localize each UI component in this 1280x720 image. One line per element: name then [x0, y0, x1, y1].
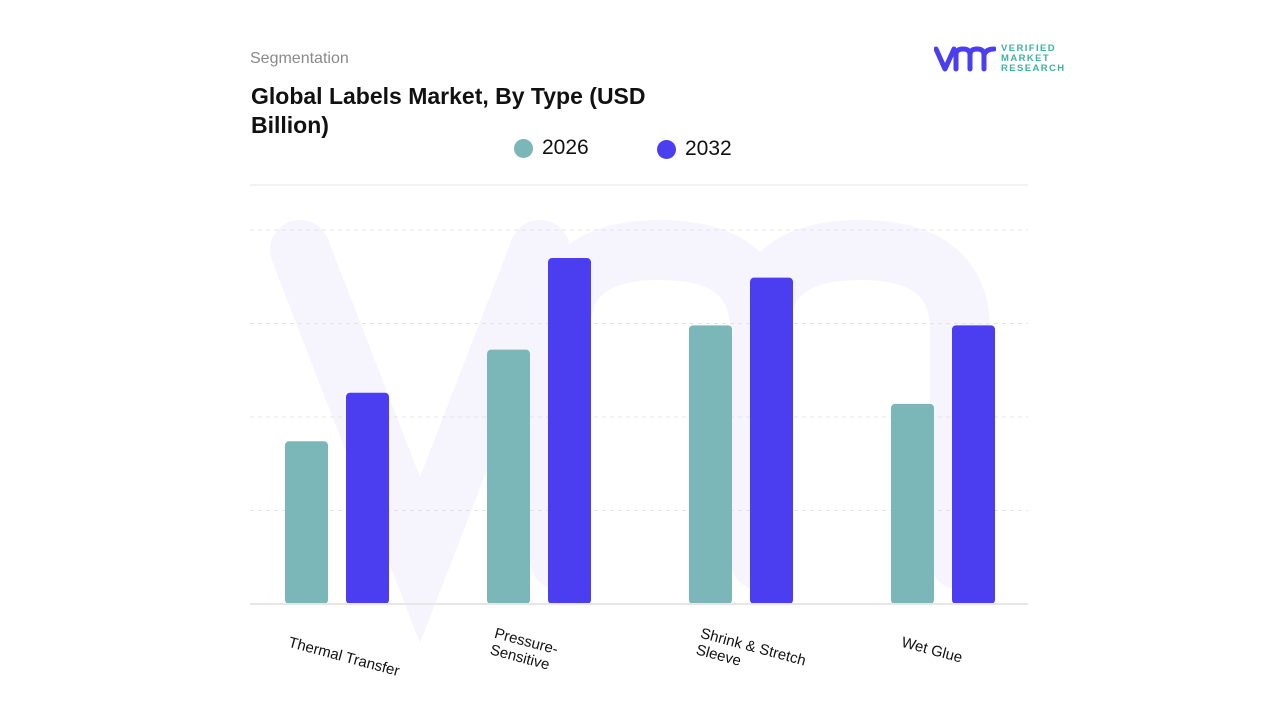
legend-label: 2032	[685, 137, 732, 160]
bar-2032-shrink-stretch-sleeve	[750, 277, 793, 604]
legend-item-2032: 2032	[657, 137, 732, 161]
legend-item-2026: 2026	[514, 136, 589, 160]
bar-2026-wet-glue	[891, 403, 934, 604]
watermark-logo	[270, 219, 990, 644]
bar-2026-thermal-transfer	[285, 441, 328, 604]
logo-line: RESEARCH	[1001, 63, 1066, 74]
logo-line: VERIFIED	[1001, 43, 1057, 54]
bar-2032-wet-glue	[952, 325, 995, 604]
bar-2026-shrink-stretch-sleeve	[689, 325, 732, 604]
vmr-logo: VERIFIED MARKET RESEARCH	[934, 44, 1066, 74]
legend-label: 2026	[542, 136, 589, 159]
bar-2032-pressure-sensitive	[548, 258, 591, 604]
segment-label: Segmentation	[250, 50, 349, 67]
legend-swatch-icon	[657, 139, 676, 159]
bar-2032-thermal-transfer	[346, 392, 389, 604]
vmr-logo-mark-icon	[934, 46, 996, 72]
logo-line: MARKET	[1001, 53, 1051, 64]
chart-title: Global Labels Market, By Type (USD Billi…	[251, 83, 646, 138]
legend-swatch-icon	[514, 138, 533, 158]
bar-2026-pressure-sensitive	[487, 349, 530, 604]
